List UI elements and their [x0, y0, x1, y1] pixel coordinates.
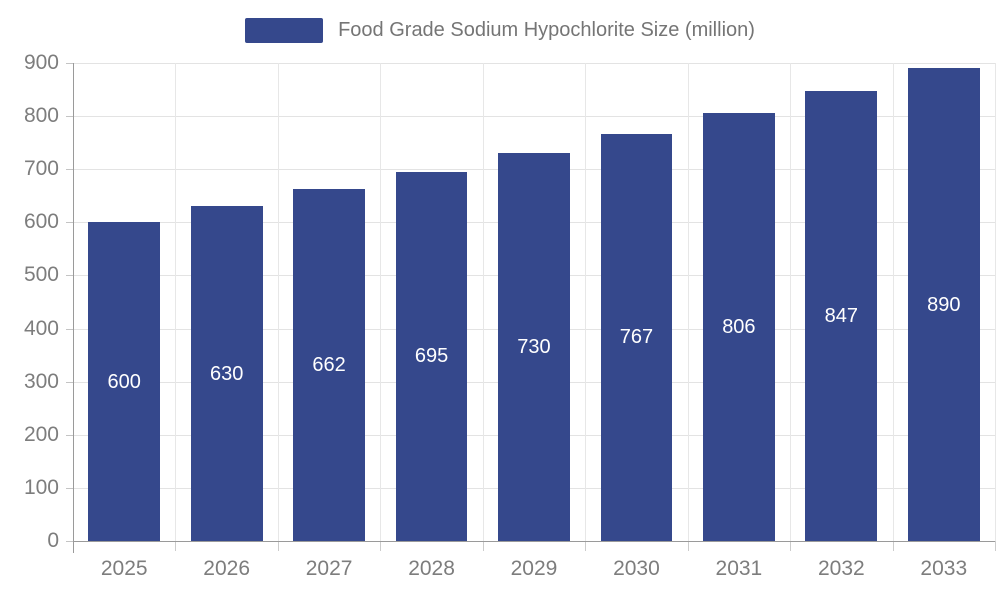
y-axis-tick: [66, 275, 73, 277]
x-axis-tick-label: 2029: [510, 557, 558, 580]
x-axis-tick: [995, 541, 996, 551]
y-axis-tick-label: 300: [23, 369, 59, 393]
bar-value-label: 600: [107, 370, 141, 393]
bar-2028: [395, 171, 468, 541]
y-axis-tick: [66, 381, 73, 383]
bar-2030: [600, 133, 673, 541]
gridline-vertical: [380, 63, 382, 541]
legend[interactable]: Food Grade Sodium Hypochlorite Size (mil…: [0, 18, 1000, 43]
y-axis-tick: [66, 222, 73, 224]
gridline-vertical: [175, 63, 177, 541]
y-axis-tick: [66, 169, 73, 171]
y-axis-tick-label: 900: [23, 51, 59, 74]
bar-2033: [907, 68, 980, 541]
y-axis-tick-label: 500: [23, 263, 59, 287]
bar-2031: [703, 112, 775, 541]
y-axis-tick: [66, 116, 73, 118]
y-axis-tick: [66, 63, 73, 64]
bar-value-label: 695: [414, 345, 449, 368]
y-axis-tick-label: 100: [23, 475, 59, 499]
x-axis-tick-label: 2028: [408, 557, 455, 580]
x-axis-tick-label: 2032: [817, 557, 865, 580]
y-axis-tick-label: 200: [23, 422, 59, 446]
x-axis-tick-label: 2033: [920, 557, 968, 580]
legend-swatch: [245, 18, 324, 43]
bar-2027: [293, 189, 365, 541]
bar-value-label: 847: [824, 305, 858, 328]
y-axis-tick: [66, 434, 73, 436]
x-axis-tick: [482, 541, 484, 551]
x-axis-tick: [585, 541, 587, 551]
gridline-vertical: [585, 63, 587, 541]
x-axis-tick: [892, 541, 894, 551]
gridline-vertical: [892, 63, 894, 541]
x-axis-tick-label: 2025: [100, 557, 148, 580]
bar-2025: [88, 222, 161, 541]
gridline-vertical: [995, 63, 996, 541]
bar-value-label: 730: [517, 336, 551, 359]
x-axis-tick: [687, 541, 689, 551]
bar-value-label: 662: [312, 354, 346, 377]
x-axis-tick-label: 2027: [305, 557, 353, 580]
bar-value-label: 890: [927, 293, 961, 316]
gridline-vertical: [790, 63, 792, 541]
x-axis-tick-label: 2030: [613, 557, 660, 580]
gridline-horizontal: [73, 116, 995, 118]
x-axis-tick: [790, 541, 792, 551]
y-axis-tick-label: 600: [23, 210, 59, 234]
gridline-vertical: [687, 63, 689, 541]
bar-2026: [190, 206, 263, 541]
y-axis-tick-label: 400: [23, 316, 59, 340]
x-axis-line: [73, 541, 995, 542]
bar-2029: [498, 153, 570, 541]
x-axis-tick: [175, 541, 177, 551]
y-axis-tick-label: 700: [23, 157, 59, 181]
y-axis-tick-label: 0: [47, 529, 59, 552]
gridline-horizontal: [73, 63, 995, 64]
gridline-vertical: [277, 63, 279, 541]
bar-value-label: 630: [209, 362, 244, 385]
bar-value-label: 767: [619, 326, 654, 349]
bar-value-label: 806: [722, 315, 756, 338]
y-axis-tick: [66, 541, 73, 542]
bar-2032: [805, 91, 878, 541]
y-axis-tick: [66, 487, 73, 489]
legend-label: Food Grade Sodium Hypochlorite Size (mil…: [338, 19, 755, 41]
x-axis-tick-label: 2026: [203, 557, 251, 580]
x-axis-tick: [277, 541, 279, 551]
y-axis-tick: [66, 328, 73, 330]
y-axis-line: [73, 63, 74, 553]
x-axis-tick: [380, 541, 382, 551]
y-axis-tick-label: 800: [23, 104, 59, 128]
gridline-vertical: [482, 63, 484, 541]
x-axis-tick-label: 2031: [715, 557, 763, 580]
